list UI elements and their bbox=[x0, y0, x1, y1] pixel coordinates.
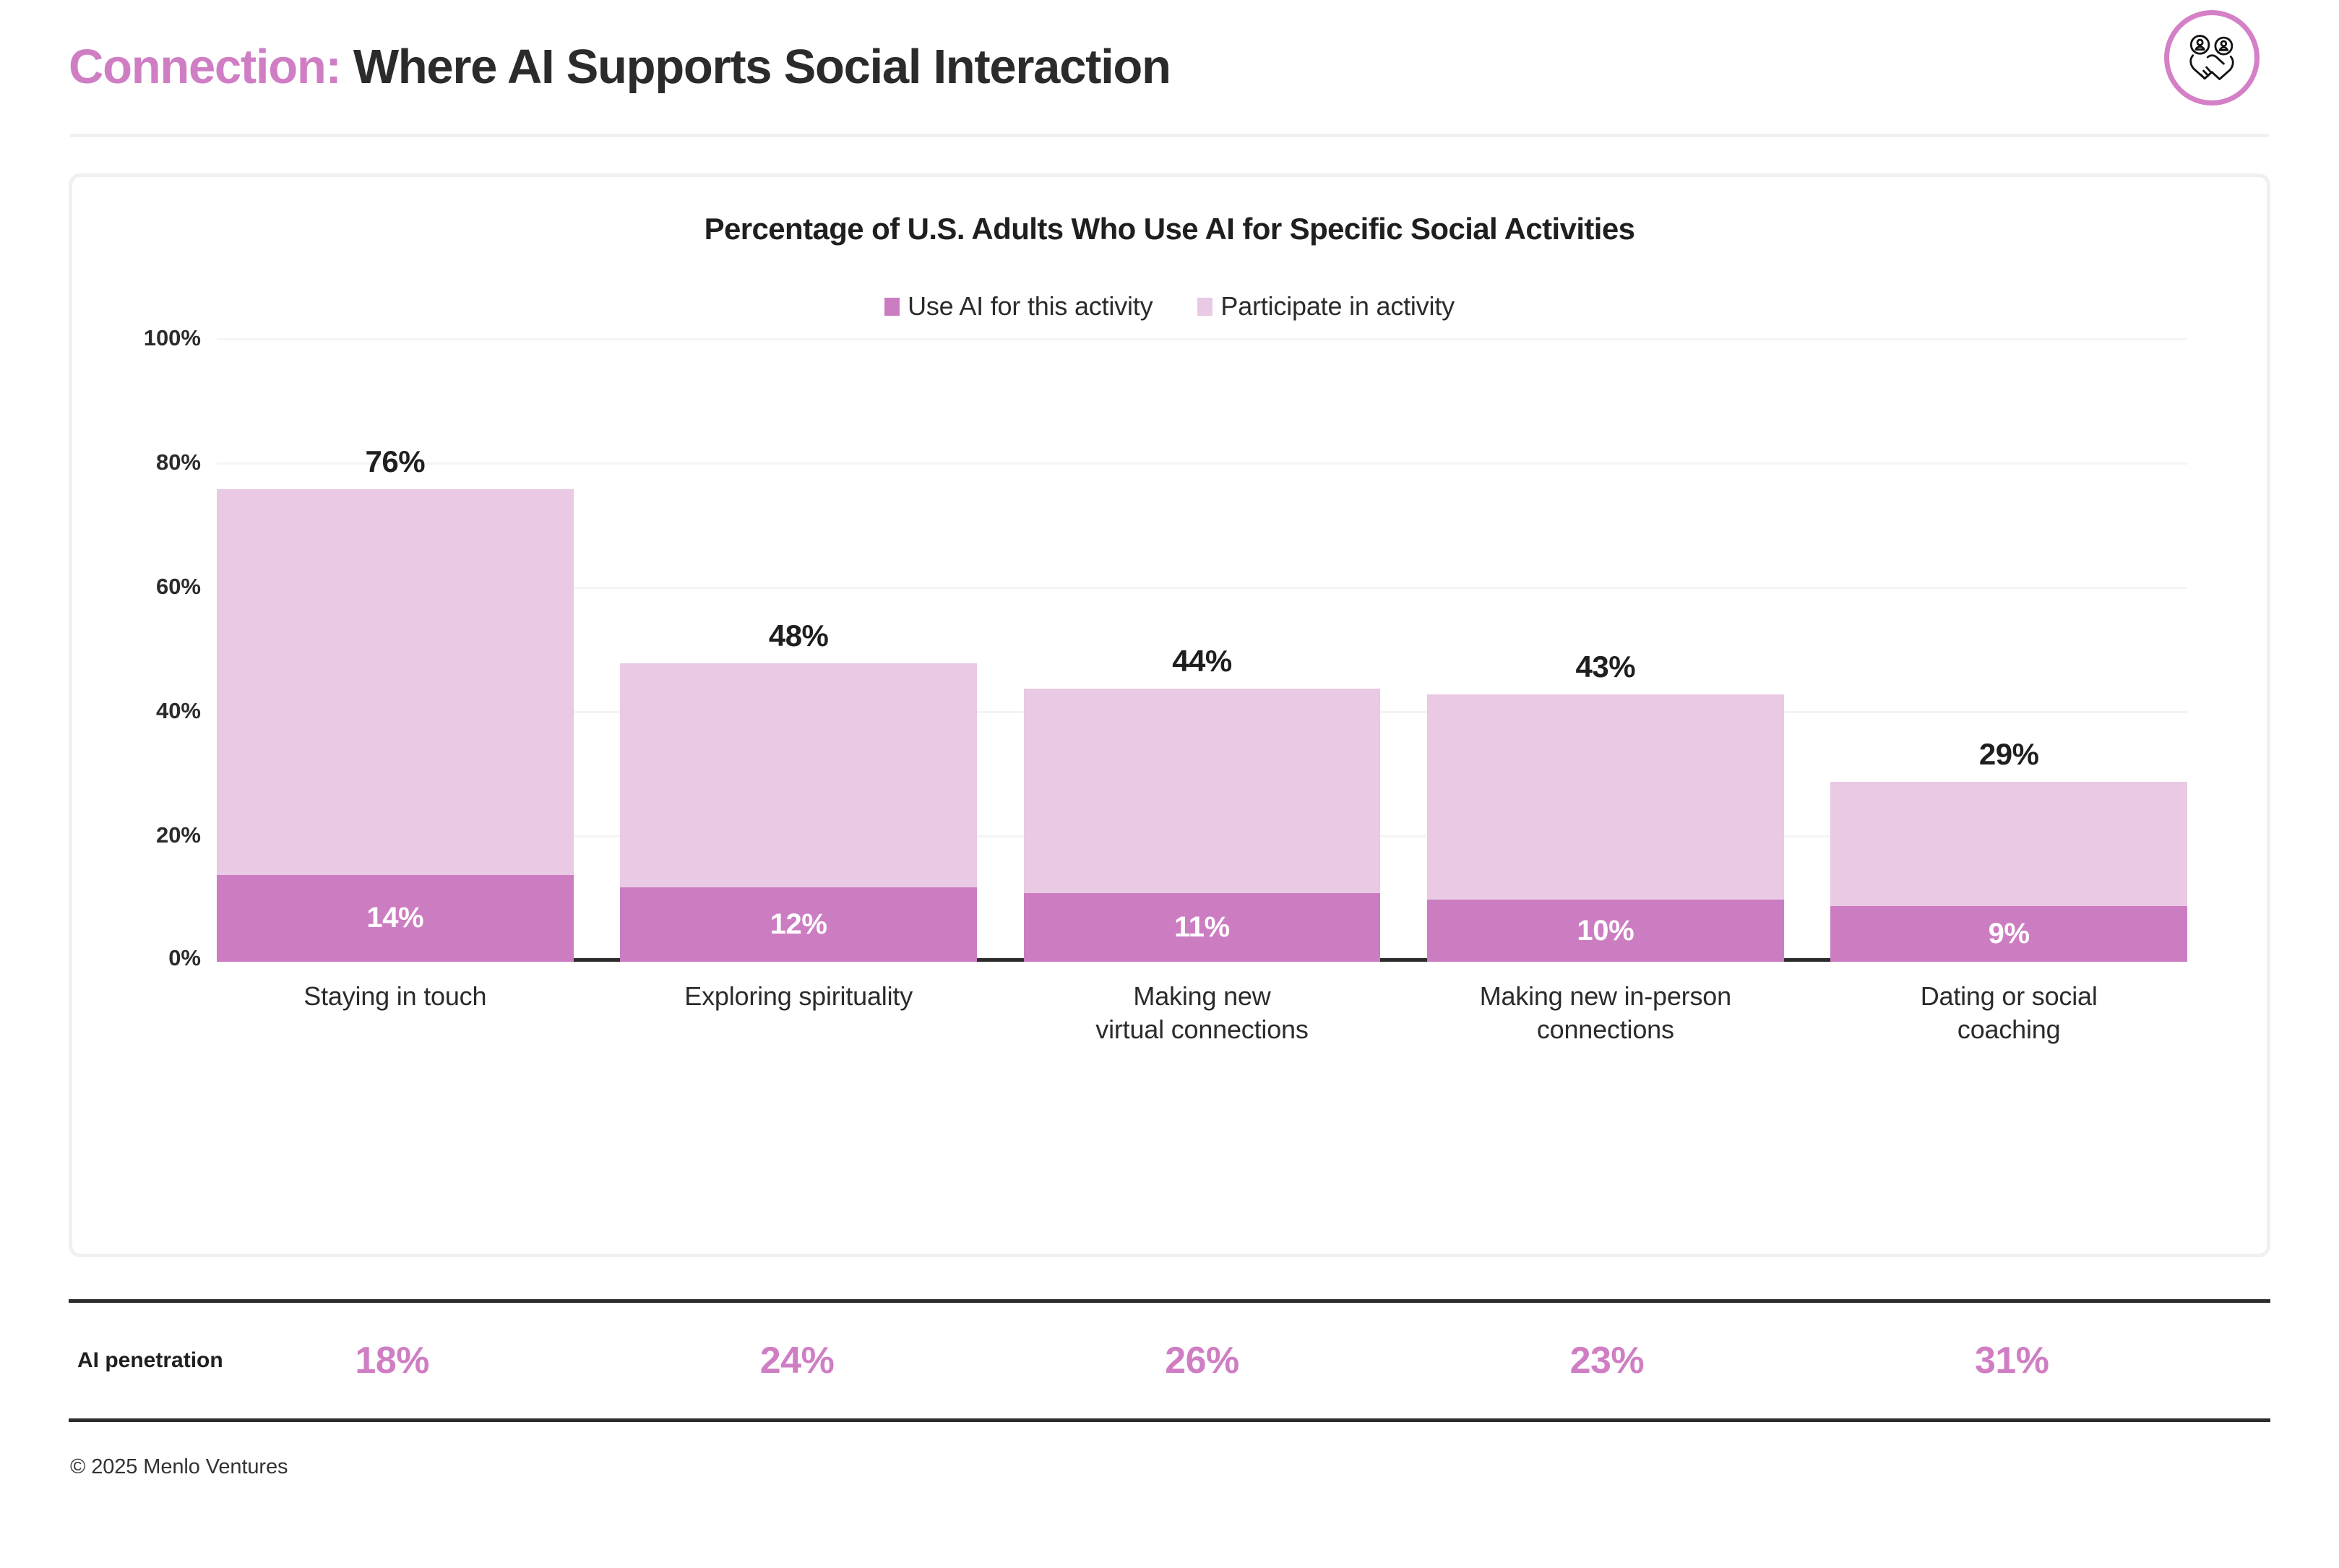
penetration-value: 18% bbox=[355, 1340, 429, 1382]
bar-total-label: 48% bbox=[768, 619, 829, 653]
plot-canvas: 0% 20% 40% 60% 80% 100% 76% 14% 48% 12% 44% 11% 43% 1… bbox=[144, 325, 2187, 970]
bar-segment-participate[interactable] bbox=[620, 663, 977, 887]
bar-segment-use-ai[interactable]: 12% bbox=[620, 887, 977, 962]
page-title-rest: Where AI Supports Social Interaction bbox=[353, 40, 1171, 94]
bar-segment-value-label: 12% bbox=[770, 908, 827, 940]
x-axis-category-label: Staying in touch bbox=[303, 981, 487, 1011]
bar-stack: 10% bbox=[1427, 694, 1784, 962]
bar-segment-use-ai[interactable]: 14% bbox=[217, 874, 574, 962]
page-title-accent: Connection: bbox=[69, 40, 342, 94]
legend-item-participate[interactable]: Participate in activity bbox=[1197, 291, 1455, 322]
bar-group: 76% 14% 48% 12% 44% 11% 43% 10% 29% 9% bbox=[217, 340, 2187, 962]
gridline: 100% bbox=[144, 325, 2187, 350]
plot-area: 0% 20% 40% 60% 80% 100% 76% 14% 48% 12% 44% 11% 43% 1… bbox=[72, 325, 2267, 1092]
ai-penetration-section: AI penetration 18% 24% 26% 23% 31% bbox=[69, 1299, 2270, 1422]
bar-segment-use-ai[interactable]: 9% bbox=[1830, 905, 2187, 962]
header-divider bbox=[70, 134, 2269, 137]
legend-label-use-ai: Use AI for this activity bbox=[908, 291, 1153, 321]
bar-segment-use-ai[interactable]: 11% bbox=[1023, 893, 1381, 962]
page-title: Connection: Where AI Supports Social Int… bbox=[69, 43, 1171, 91]
chart-title: Percentage of U.S. Adults Who Use AI for… bbox=[704, 212, 1635, 246]
penetration-rule-top bbox=[69, 1299, 2270, 1303]
legend-swatch-use-ai bbox=[884, 297, 900, 316]
bar-total-label: 29% bbox=[1978, 736, 2039, 771]
bar-stack: 11% bbox=[1023, 688, 1381, 962]
bar-column[interactable]: 29% 9% bbox=[1830, 340, 2187, 962]
y-axis-tick-label: 80% bbox=[155, 449, 201, 475]
x-axis-category-label: Dating or social coaching bbox=[1920, 981, 2098, 1045]
bar-segment-participate[interactable] bbox=[1023, 688, 1381, 894]
chart-card: Percentage of U.S. Adults Who Use AI for… bbox=[69, 173, 2270, 1257]
bar-segment-value-label: 10% bbox=[1577, 914, 1634, 947]
legend-item-use-ai[interactable]: Use AI for this activity bbox=[884, 291, 1153, 322]
bar-stack: 9% bbox=[1830, 781, 2187, 962]
bar-stack: 12% bbox=[620, 663, 977, 962]
penetration-value: 23% bbox=[1569, 1340, 1645, 1382]
chart-legend: Use AI for this activity Participate in … bbox=[72, 291, 2267, 322]
bar-stack: 14% bbox=[217, 489, 574, 962]
bar-total-label: 76% bbox=[365, 444, 426, 479]
penetration-row: AI penetration 18% 24% 26% 23% 31% bbox=[69, 1303, 2270, 1418]
handshake-people-icon bbox=[2164, 10, 2260, 105]
bar-column[interactable]: 44% 11% bbox=[1023, 340, 1381, 962]
legend-swatch-participate bbox=[1197, 297, 1213, 316]
penetration-rule-bottom bbox=[69, 1418, 2270, 1422]
page-header: Connection: Where AI Supports Social Int… bbox=[69, 0, 2270, 134]
bar-total-label: 44% bbox=[1172, 643, 1232, 678]
bar-column[interactable]: 43% 10% bbox=[1427, 340, 1784, 962]
copyright-footer: © 2025 Menlo Ventures bbox=[70, 1455, 288, 1478]
bar-segment-participate[interactable] bbox=[217, 489, 574, 875]
penetration-value: 31% bbox=[1974, 1340, 2049, 1382]
penetration-label: AI penetration bbox=[77, 1348, 223, 1372]
y-axis-tick-label: 20% bbox=[155, 822, 201, 848]
bar-segment-participate[interactable] bbox=[1427, 694, 1784, 900]
bar-segment-value-label: 9% bbox=[1988, 917, 2030, 949]
x-axis-labels: Staying in touch Exploring spirituality Ma… bbox=[217, 980, 2187, 1046]
bar-total-label: 43% bbox=[1575, 650, 1636, 684]
bar-segment-value-label: 11% bbox=[1174, 911, 1230, 944]
penetration-value: 24% bbox=[759, 1340, 835, 1382]
bar-segment-value-label: 14% bbox=[366, 902, 424, 934]
penetration-values: 18% 24% 26% 23% 31% bbox=[213, 1339, 2191, 1382]
bar-segment-use-ai[interactable]: 10% bbox=[1427, 900, 1784, 962]
y-axis-tick-label: 100% bbox=[143, 325, 201, 350]
x-axis-category-label: Exploring spirituality bbox=[684, 981, 913, 1011]
legend-label-participate: Participate in activity bbox=[1220, 291, 1455, 321]
penetration-value: 26% bbox=[1165, 1340, 1239, 1382]
x-axis-category-label: Making new virtual connections bbox=[1095, 981, 1309, 1045]
y-axis-tick-label: 60% bbox=[155, 574, 201, 599]
bar-column[interactable]: 48% 12% bbox=[620, 340, 977, 962]
gridline: 60% bbox=[156, 574, 2187, 599]
bar-segment-participate[interactable] bbox=[1830, 781, 2187, 906]
y-axis-tick-label: 40% bbox=[155, 698, 201, 723]
bar-column[interactable]: 76% 14% bbox=[217, 340, 574, 962]
y-axis-tick-label: 0% bbox=[168, 945, 201, 970]
gridline: 80% bbox=[156, 449, 2187, 475]
x-axis-category-label: Making new in-person connections bbox=[1479, 981, 1731, 1045]
